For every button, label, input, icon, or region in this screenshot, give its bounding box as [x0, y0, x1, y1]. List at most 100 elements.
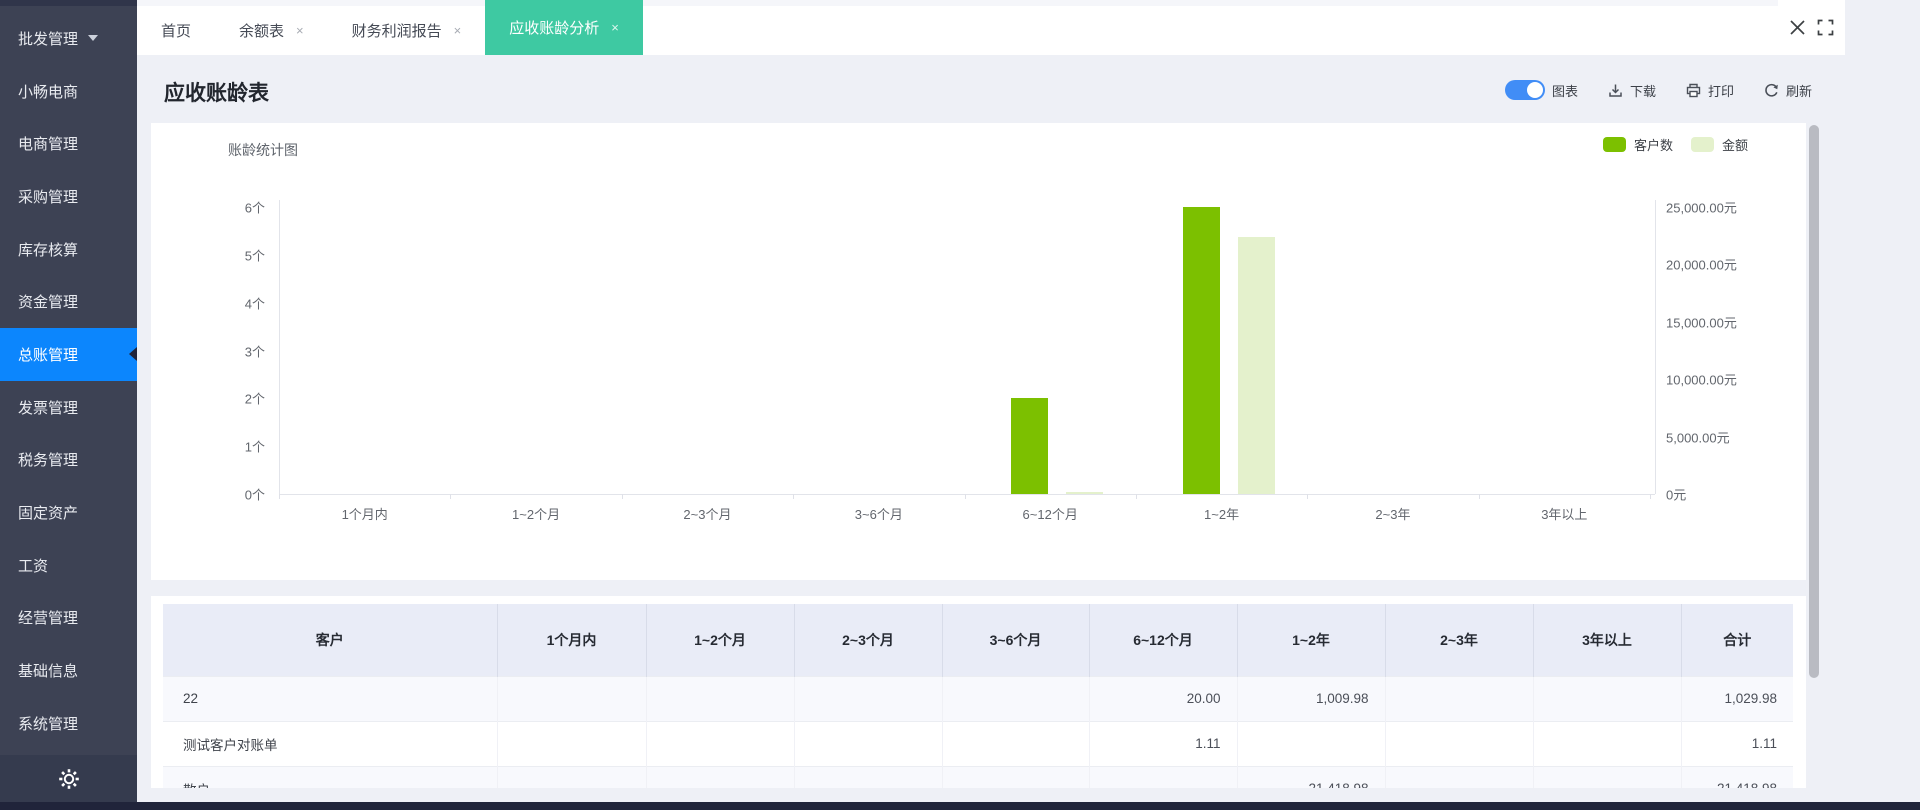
fullscreen-icon[interactable]: [1817, 19, 1834, 36]
table-cell: 1.11: [1089, 720, 1238, 766]
table-cell: [646, 675, 795, 721]
sidebar-item-label: 税务管理: [18, 452, 79, 470]
tab-close-icon[interactable]: ×: [296, 23, 304, 38]
sidebar-item-固定资产[interactable]: 固定资产: [0, 486, 137, 539]
close-icon[interactable]: [1789, 19, 1806, 36]
sidebar-item-基础信息[interactable]: 基础信息: [0, 644, 137, 697]
chart-bar-客户数-6~12个月: [1011, 398, 1049, 494]
sidebar-item-系统管理[interactable]: 系统管理: [0, 697, 137, 750]
table-cell: 1,009.98: [1237, 675, 1386, 721]
column-header-3~6个月: 3~6个月: [942, 604, 1090, 676]
legend-label: 客户数: [1633, 138, 1673, 153]
x-axis-category-label: 1个月内: [341, 507, 388, 522]
table-row[interactable]: 22 20.00 1,009.98 1,029.98: [163, 675, 1793, 721]
y-axis-left-tick-label: 2个: [244, 391, 265, 407]
table-cell: [646, 720, 795, 766]
sidebar-item-总账管理[interactable]: 总账管理: [0, 328, 137, 381]
sidebar-item-label: 工资: [18, 557, 49, 575]
table-cell: 1,029.98: [1681, 675, 1793, 721]
tab-应收账龄分析[interactable]: 应收账龄分析 ×: [485, 0, 643, 55]
x-axis-category-label: 3年以上: [1541, 507, 1588, 522]
y-axis-left-tick-label: 1个: [244, 439, 265, 455]
gear-icon[interactable]: [58, 768, 80, 790]
table-cell: [646, 765, 795, 788]
tab-首页[interactable]: 首页: [137, 6, 215, 55]
y-axis-left-tick-label: 5个: [244, 248, 265, 264]
active-item-notch-icon: [129, 347, 137, 362]
y-axis-right-tick-label: 20,000.00元: [1666, 257, 1737, 273]
sidebar-item-label: 系统管理: [18, 715, 79, 733]
chart-title: 账龄统计图: [228, 142, 298, 158]
sidebar-item-资金管理[interactable]: 资金管理: [0, 275, 137, 328]
sidebar-item-税务管理[interactable]: 税务管理: [0, 434, 137, 487]
table-cell: [942, 720, 1090, 766]
table-row[interactable]: 散户 21,418.98 21,418.98: [163, 765, 1793, 788]
refresh-button[interactable]: 刷新: [1764, 81, 1812, 100]
x-axis-tick: [1307, 494, 1309, 499]
y-axis-right-tick-label: 5,000.00元: [1666, 430, 1730, 446]
y-axis-left-tick-label: 4个: [244, 296, 265, 312]
print-button[interactable]: 打印: [1686, 81, 1734, 100]
sidebar-item-label: 库存核算: [18, 241, 79, 259]
table-cell: [1533, 720, 1682, 766]
column-header-1~2年: 1~2年: [1237, 604, 1386, 676]
module-switcher-label: 批发管理: [18, 30, 79, 48]
sidebar-item-经营管理[interactable]: 经营管理: [0, 592, 137, 645]
table-cell: [794, 765, 943, 788]
x-axis-category-label: 6~12个月: [1022, 507, 1078, 522]
y-axis-right-tick-label: 10,000.00元: [1666, 372, 1737, 388]
sidebar-item-label: 采购管理: [18, 188, 79, 206]
chart-toggle-switch[interactable]: [1504, 80, 1545, 100]
x-axis-tick: [1650, 494, 1651, 499]
toolbar: 图表 下载 打印: [1504, 80, 1812, 100]
tab-财务利润报告[interactable]: 财务利润报告 ×: [328, 6, 486, 55]
toggle-knob: [1526, 82, 1543, 98]
table-cell: 21,418.98: [1237, 765, 1386, 788]
download-label: 下载: [1629, 83, 1656, 99]
x-axis-tick: [1135, 494, 1137, 499]
y-axis-right-tick-label: 25,000.00元: [1666, 200, 1737, 216]
tab-余额表[interactable]: 余额表 ×: [215, 6, 328, 55]
sidebar-item-发票管理[interactable]: 发票管理: [0, 381, 137, 434]
y-axis-right-line: [1655, 200, 1656, 494]
tab-label: 首页: [161, 23, 192, 40]
sidebar-item-采购管理[interactable]: 采购管理: [0, 170, 137, 223]
column-header-1个月内: 1个月内: [497, 604, 647, 676]
chart-bar-金额-1~2年: [1237, 236, 1275, 494]
sidebar-item-库存核算[interactable]: 库存核算: [0, 223, 137, 276]
table-cell: 22: [163, 675, 498, 721]
column-header-2~3年: 2~3年: [1385, 604, 1534, 676]
sidebar-top-strip: [0, 0, 137, 6]
table-cell: [1385, 675, 1534, 721]
table-cell: [1533, 675, 1682, 721]
table-cell: [1089, 765, 1238, 788]
module-switcher[interactable]: 批发管理: [0, 12, 137, 65]
legend-item-金额[interactable]: 金额: [1690, 135, 1748, 154]
table-cell: [794, 675, 943, 721]
tab-close-icon[interactable]: ×: [611, 20, 619, 35]
x-axis-tick: [793, 494, 795, 499]
sidebar-item-label: 发票管理: [18, 399, 79, 417]
table-cell: [1533, 765, 1682, 788]
table-row[interactable]: 测试客户对账单 1.11 1.11: [163, 720, 1793, 766]
download-button[interactable]: 下载: [1608, 81, 1656, 100]
aging-table: 客户 1个月内 1~2个月 2~3个月 3~6个月 6~12个月 1~2年 2~3年 3年以上合…: [163, 604, 1793, 788]
vertical-scrollbar-thumb[interactable]: [1809, 125, 1819, 678]
x-axis-category-label: 1~2个月: [512, 507, 561, 522]
window-controls: [1778, 0, 1845, 55]
table-cell: [1385, 765, 1534, 788]
tab-close-icon[interactable]: ×: [453, 23, 462, 38]
sidebar-item-工资[interactable]: 工资: [0, 539, 137, 592]
table-cell: [497, 720, 647, 766]
table-cell: 21,418.98: [1681, 765, 1793, 788]
chart-bar-客户数-1~2年: [1182, 207, 1220, 494]
chevron-down-icon: [88, 35, 99, 42]
page-title: 应收账龄表: [164, 82, 269, 105]
legend-item-客户数[interactable]: 客户数: [1602, 135, 1673, 154]
sidebar-item-电商管理[interactable]: 电商管理: [0, 117, 137, 170]
chart-toggle-group: 图表: [1504, 80, 1578, 100]
table-cell: 20.00: [1089, 675, 1238, 721]
sidebar-item-小畅电商[interactable]: 小畅电商: [0, 65, 137, 118]
download-icon: [1609, 84, 1622, 97]
